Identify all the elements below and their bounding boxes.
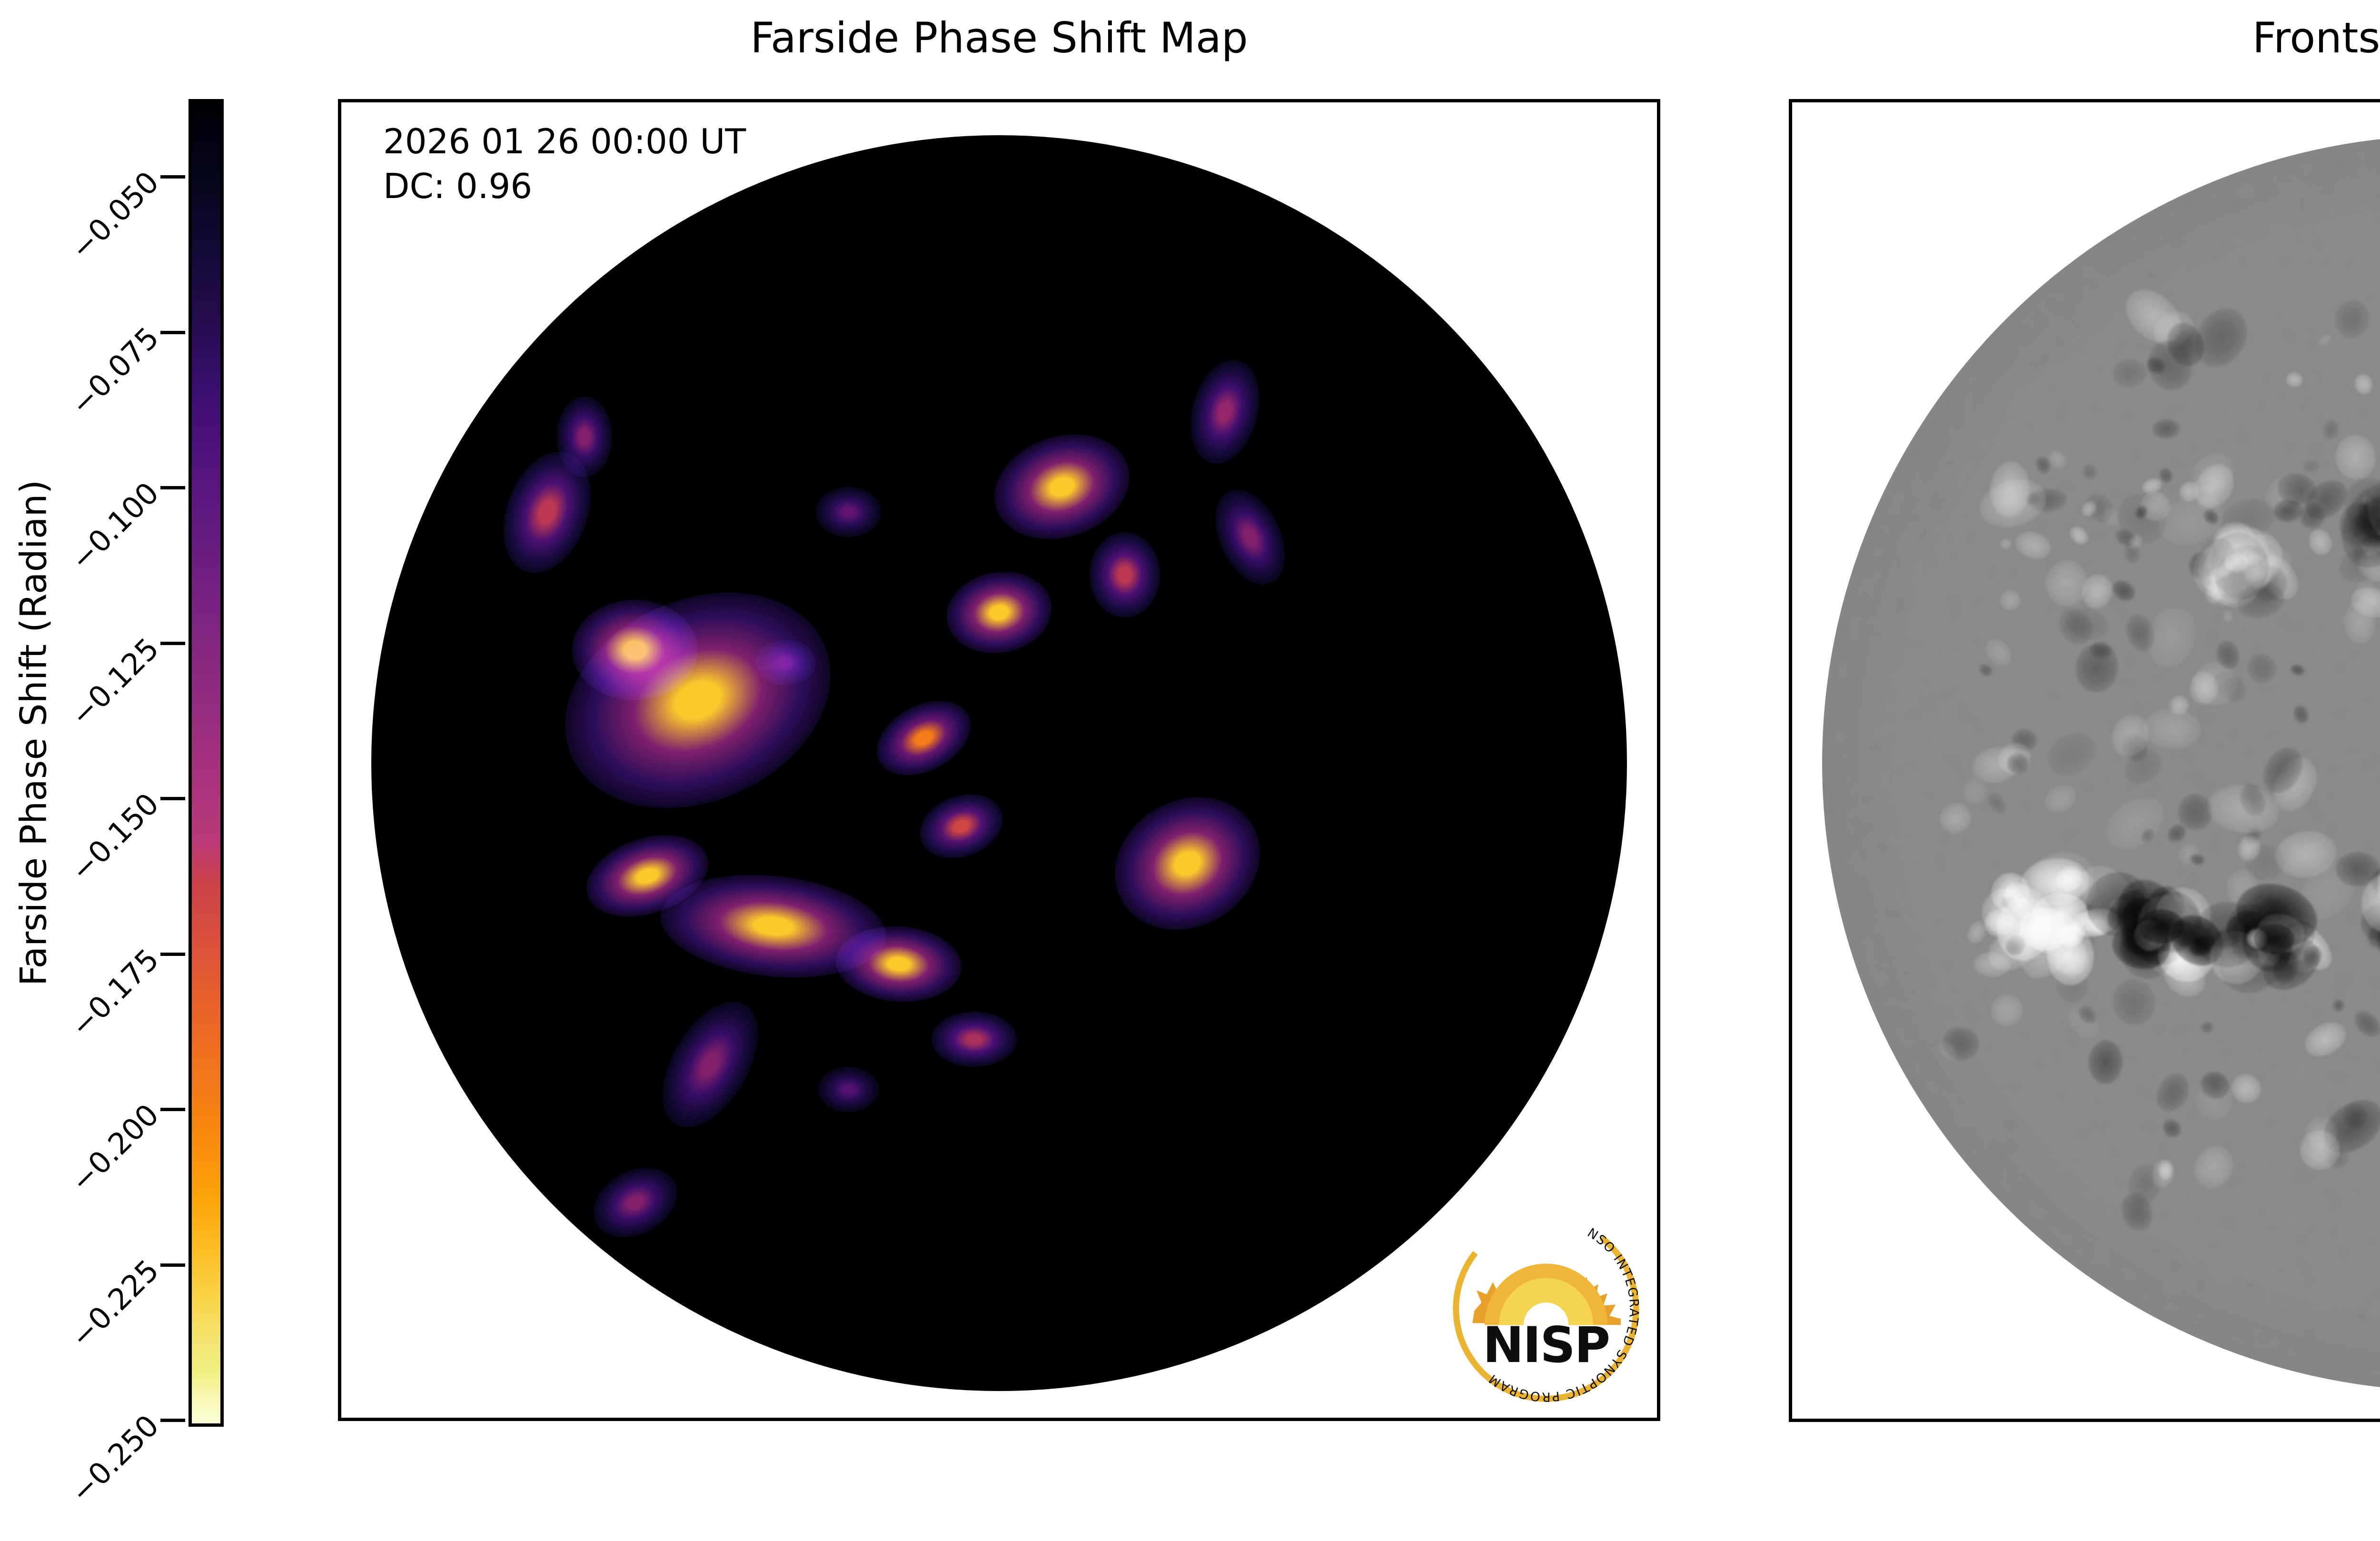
panel-frontside-mag-map: NISP NSO INTEGRATED SYNOPTIC PROGRAM (1789, 99, 2380, 1422)
farside-active-region-blob (530, 552, 865, 848)
farside-active-region-blob (1201, 478, 1299, 596)
farside-active-region-blob (818, 1067, 879, 1113)
farside-active-region-blob (1091, 771, 1284, 956)
panel-farside-phase-shift-map: 2026 01 26 00:00 UT DC: 0.96 N (338, 99, 1660, 1421)
colorbar-tick-mark (160, 486, 185, 490)
observation-timestamp: 2026 01 26 00:00 UT (383, 121, 746, 161)
farside-active-region-blob (864, 686, 984, 791)
farside-active-region-blob (815, 487, 882, 537)
farside-active-region-blob (557, 396, 613, 477)
magnetogram-flux-element (2224, 553, 2249, 572)
farside-active-region-blob (581, 1154, 689, 1251)
colorbar-tick-label: −0.250 (63, 1408, 166, 1510)
colorbar-tick-mark (160, 1263, 185, 1267)
colorbar-tick-mark (160, 1419, 185, 1422)
magnetogram-flux-element (2254, 924, 2294, 954)
svg-text:NISP: NISP (1483, 1317, 1609, 1374)
duty-cycle-value: DC: 0.96 (383, 166, 533, 206)
colorbar-tick-mark (160, 1108, 185, 1112)
colorbar-tick-mark (160, 330, 185, 334)
page-title-farside: Farside Phase Shift Map (750, 13, 1248, 62)
colorbar-tick-mark (160, 175, 185, 179)
farside-active-region-blob (1089, 532, 1160, 617)
farside-annotation-block: 2026 01 26 00:00 UT DC: 0.96 (383, 119, 746, 209)
colorbar (188, 99, 224, 1427)
farside-active-region-blob (931, 1012, 1017, 1067)
magnetogram-flux-element (2374, 515, 2380, 534)
solar-disk-farside (371, 135, 1627, 1391)
nisp-logo-farside: NISP NSO INTEGRATED SYNOPTIC PROGRAM (1444, 1206, 1648, 1411)
farside-active-region-blob (643, 985, 778, 1143)
farside-active-region-blob (1180, 352, 1270, 471)
farside-active-region-blob (911, 783, 1012, 869)
farside-active-region-blob (755, 640, 816, 686)
farside-active-region-blob (572, 600, 698, 701)
magnetogram-flux-element (2138, 909, 2184, 944)
solar-disk-frontside (1822, 135, 2380, 1391)
colorbar-tick-mark (160, 952, 185, 956)
colorbar-tick-mark (160, 641, 185, 645)
magnetogram-flux-element (2033, 893, 2089, 935)
farside-active-region-blob (940, 564, 1058, 661)
page-title-frontside: Frontside Mag Map (2252, 13, 2380, 62)
magnetogram-granulation (1822, 135, 2380, 1391)
colorbar-tick-mark (160, 797, 185, 801)
